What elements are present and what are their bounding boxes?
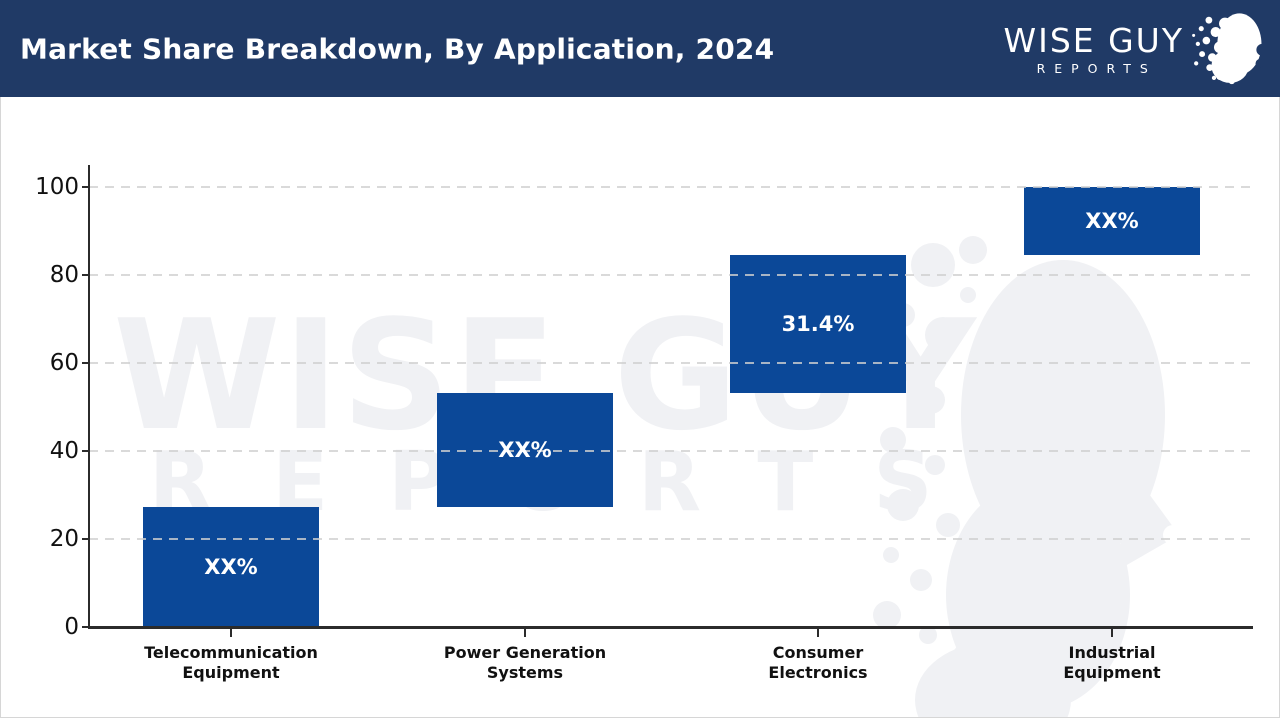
bar-value-label-3: 31.4% [781, 311, 855, 336]
x-category-label-3: Consumer Electronics [678, 643, 958, 683]
gridline-80 [89, 274, 1253, 276]
gridline-100 [89, 186, 1253, 188]
wise-guy-reports-logo: WISE GUY REPORTS [1003, 6, 1264, 92]
x-category-label-line: Equipment [182, 663, 280, 682]
y-tick-mark-20 [82, 538, 89, 540]
y-tick-mark-100 [82, 186, 89, 188]
y-tick-mark-0 [82, 626, 89, 628]
x-category-label-line: Industrial [1068, 643, 1156, 662]
watermark-face-icon [873, 236, 1183, 717]
x-category-label-2: Power Generation Systems [385, 643, 665, 683]
chart-title: Market Share Breakdown, By Application, … [20, 32, 775, 65]
gridline-40 [89, 450, 1253, 452]
y-tick-label-80: 80 [49, 262, 79, 288]
header-band: Market Share Breakdown, By Application, … [0, 0, 1280, 97]
bar-value-label-2: XX% [498, 437, 552, 462]
bar-segment-2 [437, 392, 613, 507]
bar-segment-3 [730, 254, 906, 393]
x-tick-mark-2 [524, 629, 526, 637]
x-category-label-line: Systems [486, 663, 564, 682]
chart-canvas: WISE GUY REPORTS [0, 97, 1280, 718]
x-category-label-line: Electronics [768, 663, 868, 682]
y-tick-mark-80 [82, 274, 89, 276]
y-axis-line [88, 165, 90, 629]
x-category-label-line: Consumer [772, 643, 864, 662]
y-tick-label-60: 60 [49, 350, 79, 376]
logo-face-icon [1192, 13, 1264, 85]
x-tick-mark-1 [230, 629, 232, 637]
bar-value-label-4: XX% [1085, 208, 1139, 233]
x-category-label-line: Power Generation [443, 643, 607, 662]
x-axis-line [88, 626, 1253, 629]
x-category-label-1: Telecommunication Equipment [91, 643, 371, 683]
logo-wordmark: WISE GUY [1003, 20, 1184, 60]
gridline-20 [89, 538, 1253, 540]
x-tick-mark-3 [817, 629, 819, 637]
gridline-60 [89, 362, 1253, 364]
x-category-label-4: Industrial Equipment [972, 643, 1252, 683]
y-tick-label-100: 100 [35, 174, 79, 200]
y-tick-mark-60 [82, 362, 89, 364]
y-tick-label-0: 0 [64, 614, 79, 640]
logo-subtitle: REPORTS [1036, 60, 1157, 76]
y-tick-label-40: 40 [49, 438, 79, 464]
x-category-label-line: Telecommunication [144, 643, 318, 662]
logo-text: WISE GUY REPORTS [1003, 20, 1184, 76]
bar-segment-4 [1024, 187, 1200, 255]
bar-segment-1 [143, 506, 319, 627]
x-category-label-line: Equipment [1063, 663, 1161, 682]
y-tick-label-20: 20 [49, 526, 79, 552]
x-tick-mark-4 [1111, 629, 1113, 637]
y-tick-mark-40 [82, 450, 89, 452]
bar-value-label-1: XX% [204, 554, 258, 579]
